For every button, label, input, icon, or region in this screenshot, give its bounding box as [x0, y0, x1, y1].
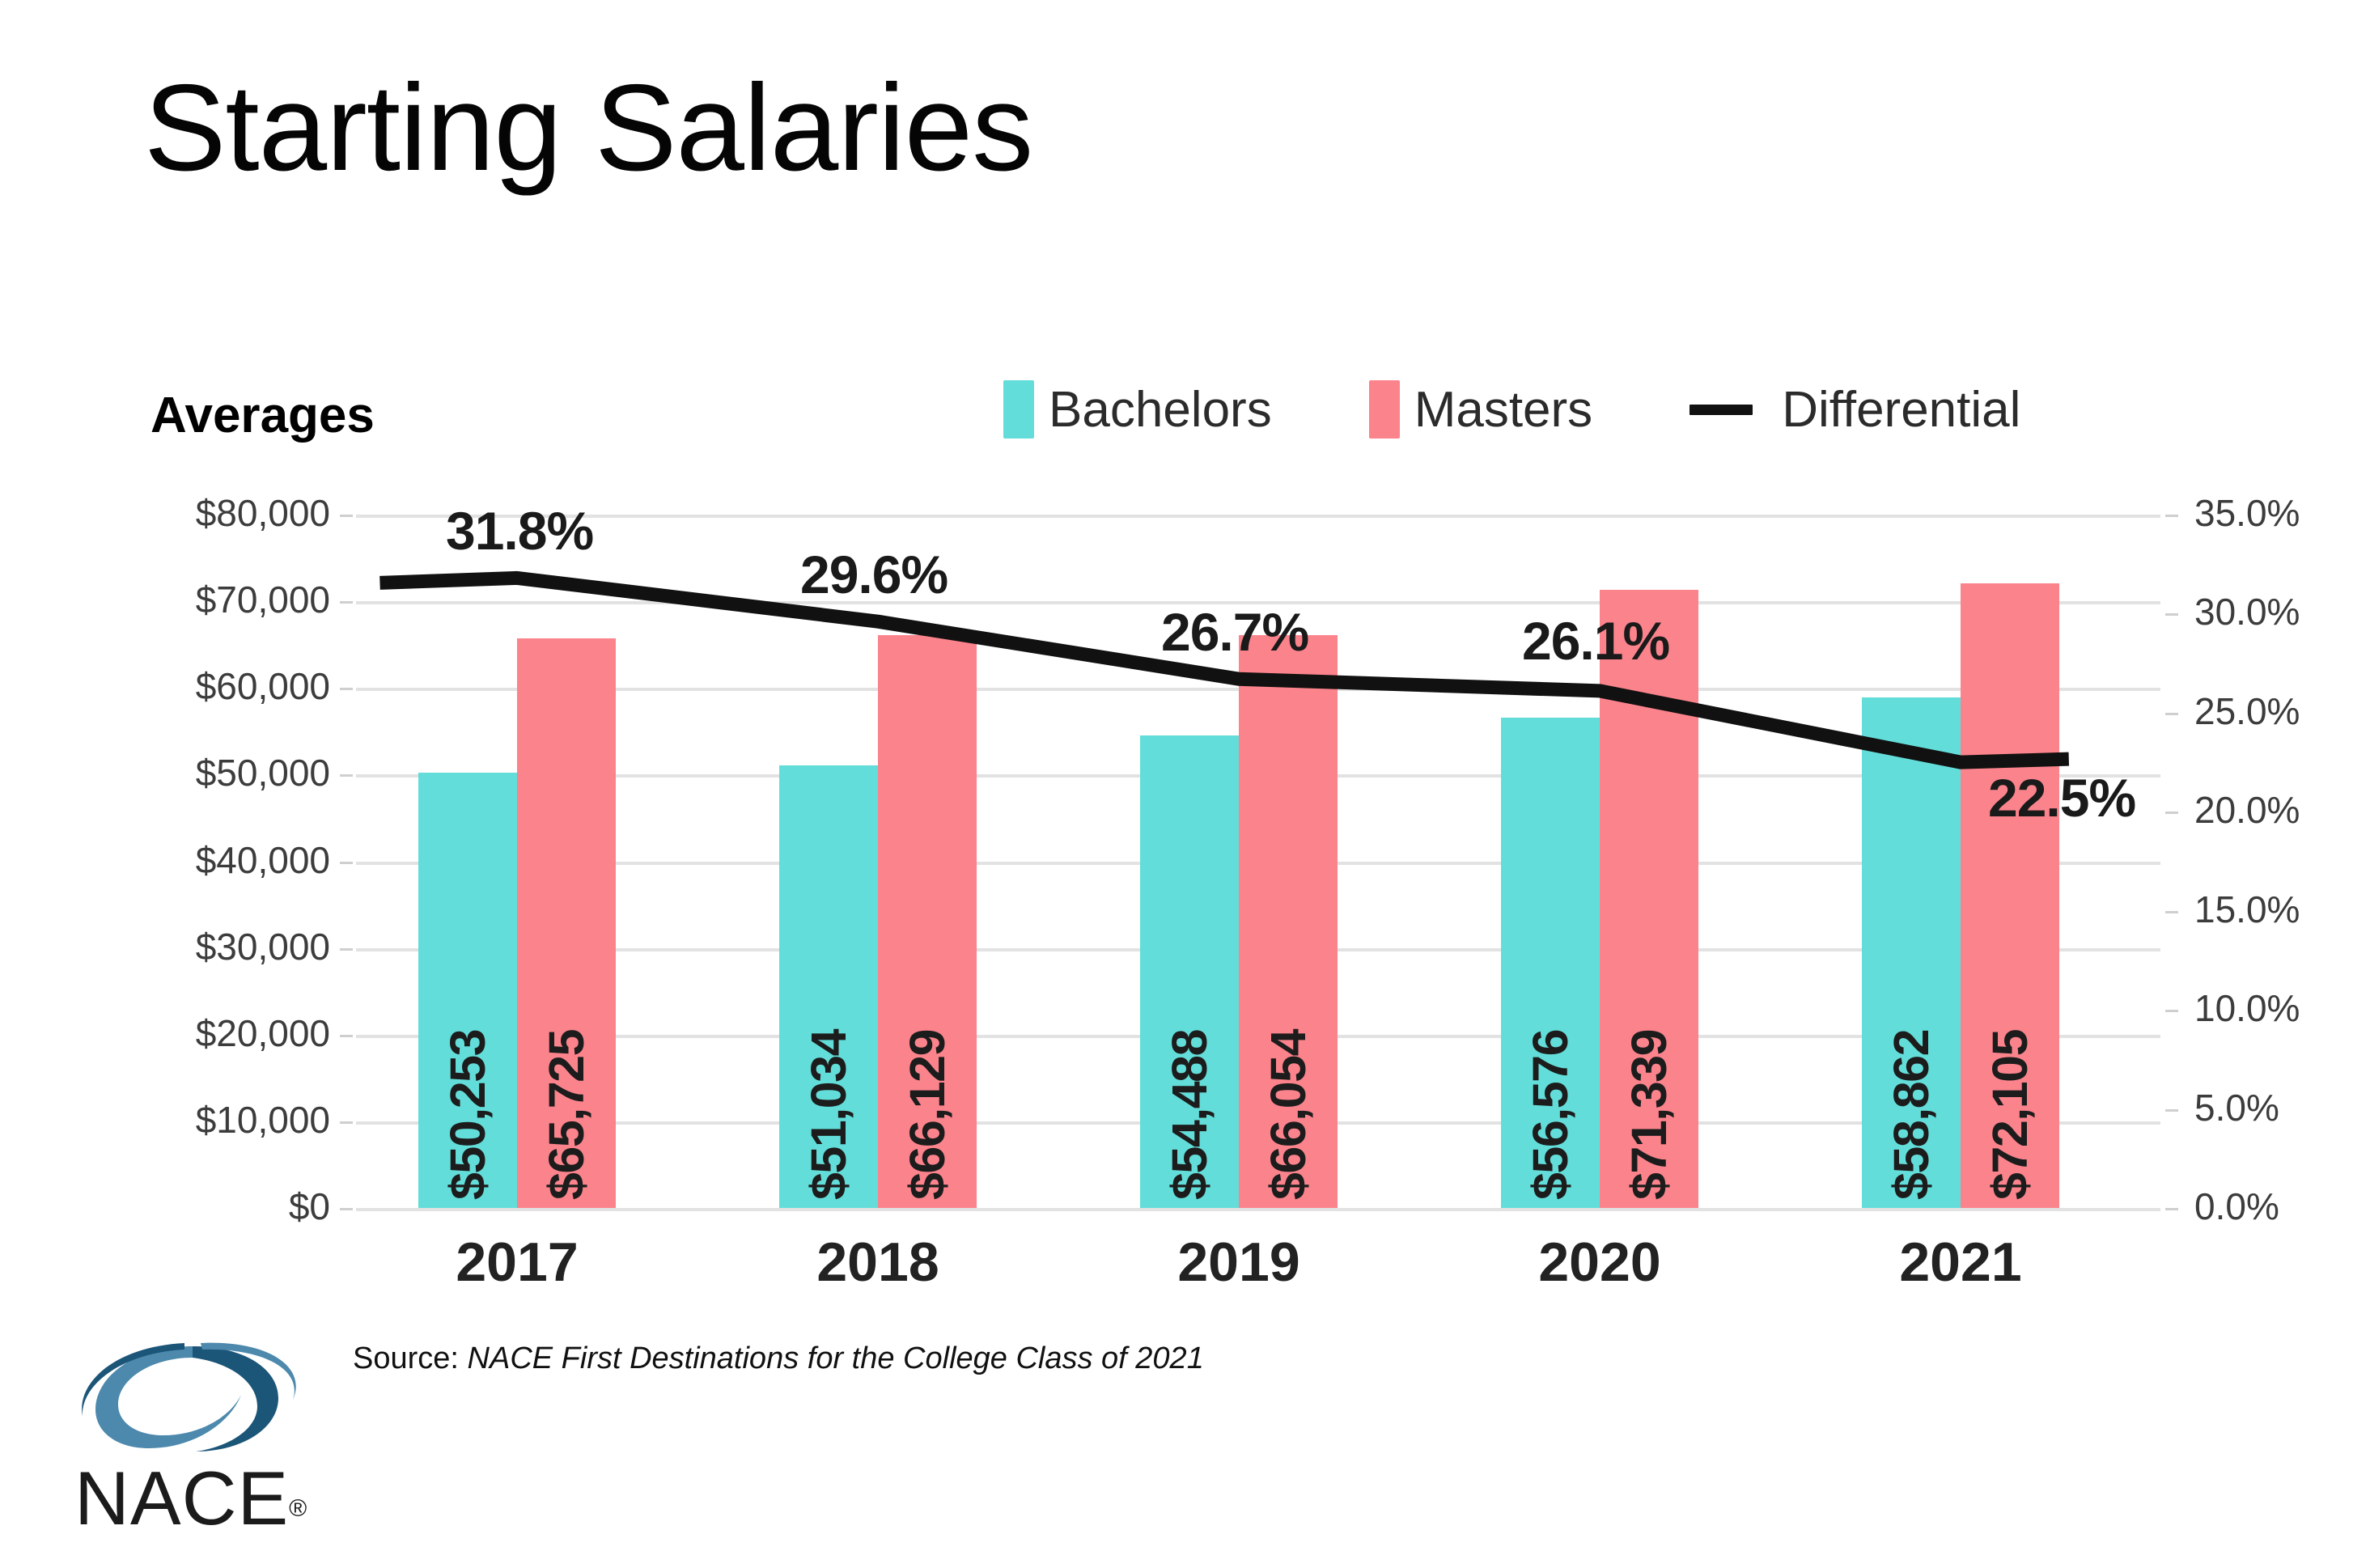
y-axis-right-tickmark: [2165, 1108, 2178, 1112]
y-axis-left-tick: $20,000: [195, 1011, 330, 1054]
y-axis-left-tick: $40,000: [195, 838, 330, 881]
bar-bachelors-2019[interactable]: $54,488: [1140, 735, 1239, 1208]
bar-bachelors-2017[interactable]: $50,253: [418, 772, 517, 1208]
bar-value-label: $54,488: [1162, 1030, 1217, 1200]
bar-value-label: $51,034: [801, 1030, 856, 1200]
bar-masters-2020[interactable]: $71,339: [1600, 589, 1698, 1208]
y-axis-right-tickmark: [2165, 812, 2178, 815]
legend-item-differential[interactable]: Differential: [1689, 381, 2020, 439]
bar-value-label: $65,725: [539, 1030, 594, 1200]
y-axis-right-tickmark: [2165, 1208, 2178, 1210]
differential-value-2017: 31.8%: [446, 501, 594, 562]
y-axis-left-tickmark: [340, 1208, 353, 1210]
legend-swatch-icon-masters: [1368, 380, 1400, 439]
differential-value-2021: 22.5%: [1988, 768, 2136, 828]
y-axis-right-tickmark: [2165, 712, 2178, 715]
registered-mark: ®: [289, 1495, 308, 1522]
legend-swatch-icon-bachelors: [1003, 380, 1034, 439]
bar-masters-2019[interactable]: $66,054: [1239, 635, 1338, 1208]
y-axis-left-tick: $70,000: [195, 578, 330, 621]
legend-label-masters: Masters: [1414, 381, 1593, 438]
y-axis-right-tickmark: [2165, 910, 2178, 913]
nace-swoosh-icon: [82, 1342, 296, 1451]
y-axis-right-tick: 20.0%: [2194, 789, 2300, 832]
section-label: Averages: [151, 388, 375, 443]
y-axis-right-tick: 35.0%: [2194, 492, 2300, 534]
bar-value-label: $66,129: [900, 1030, 955, 1200]
y-axis-left-tickmark: [340, 861, 353, 864]
y-axis-left-tick: $50,000: [195, 752, 330, 795]
legend-item-bachelors[interactable]: Bachelors: [1003, 380, 1272, 439]
y-axis-right-tick: 15.0%: [2194, 888, 2300, 930]
legend-label-differential: Differential: [1782, 381, 2021, 438]
y-axis-left-tickmark: [340, 774, 353, 778]
gridline: [356, 515, 2160, 518]
y-axis-right-tickmark: [2165, 613, 2178, 617]
y-axis-left-tickmark: [340, 515, 353, 517]
x-axis-label-2019: 2019: [1177, 1231, 1300, 1293]
y-axis-left-tick: $10,000: [195, 1098, 330, 1141]
gridline: [356, 1208, 2160, 1211]
bar-masters-2018[interactable]: $66,129: [878, 634, 977, 1208]
plot-area: $50,253 $65,725 $51,034 $66,129 $54,488 $66,0…: [356, 515, 2160, 1211]
bar-masters-2021[interactable]: $72,105: [1961, 583, 2059, 1208]
source-label: Source:: [353, 1341, 459, 1375]
x-axis-label-2021: 2021: [1899, 1231, 2022, 1293]
y-axis-right-tick: 10.0%: [2194, 987, 2300, 1030]
bar-value-label: $50,253: [440, 1030, 495, 1200]
y-axis-left-tick: $60,000: [195, 665, 330, 708]
bar-value-label: $56,576: [1523, 1030, 1578, 1200]
y-axis-left-tick: $30,000: [195, 925, 330, 968]
bar-value-label: $71,339: [1622, 1030, 1677, 1200]
bar-value-label: $58,862: [1884, 1030, 1939, 1200]
bar-bachelors-2020[interactable]: $56,576: [1501, 717, 1600, 1208]
bar-bachelors-2018[interactable]: $51,034: [779, 765, 878, 1208]
chart-legend: Bachelors Masters Differential: [1003, 380, 2020, 439]
x-axis-label-2017: 2017: [456, 1231, 579, 1293]
y-axis-left-tick: $0: [288, 1185, 330, 1227]
y-axis-left-tickmark: [340, 601, 353, 604]
x-axis-label-2018: 2018: [816, 1231, 939, 1293]
bar-value-label: $72,105: [1982, 1030, 2037, 1200]
y-axis-right-tickmark: [2165, 515, 2178, 517]
source-note: Source: NACE First Destinations for the …: [353, 1341, 1204, 1376]
y-axis-left-tick: $80,000: [195, 492, 330, 534]
legend-line-icon-differential: [1689, 404, 1753, 415]
y-axis-right-tick: 30.0%: [2194, 591, 2300, 634]
differential-value-2020: 26.1%: [1522, 610, 1670, 671]
y-axis-right-tick: 5.0%: [2194, 1086, 2279, 1129]
nace-wordmark-text: NACE: [74, 1456, 290, 1540]
bar-masters-2017[interactable]: $65,725: [517, 638, 616, 1208]
y-axis-right-tick: 25.0%: [2194, 689, 2300, 732]
y-axis-left-tickmark: [340, 947, 353, 951]
page-title: Starting Salaries: [144, 59, 1033, 197]
bar-bachelors-2021[interactable]: $58,862: [1862, 697, 1961, 1208]
y-axis-right-tick: 0.0%: [2194, 1185, 2279, 1227]
x-axis-label-2020: 2020: [1538, 1231, 1661, 1293]
legend-label-bachelors: Bachelors: [1049, 381, 1272, 438]
y-axis-right-tickmark: [2165, 1010, 2178, 1013]
y-axis-left-tickmark: [340, 1034, 353, 1037]
nace-logo: NACE®: [71, 1335, 330, 1540]
source-reference: NACE First Destinations for the College …: [467, 1341, 1204, 1375]
bar-value-label: $66,054: [1261, 1030, 1316, 1200]
y-axis-left-tickmark: [340, 1121, 353, 1124]
legend-item-masters[interactable]: Masters: [1368, 380, 1593, 439]
differential-value-2019: 26.7%: [1161, 602, 1309, 663]
y-axis-left-tickmark: [340, 688, 353, 691]
differential-value-2018: 29.6%: [800, 545, 948, 605]
nace-wordmark: NACE®: [74, 1455, 307, 1542]
